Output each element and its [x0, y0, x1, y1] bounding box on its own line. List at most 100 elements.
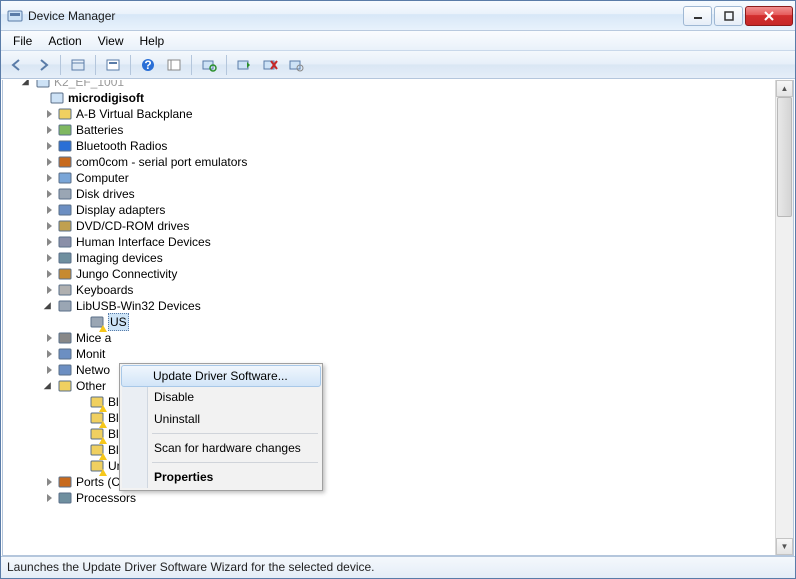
- context-menu-label: Update Driver Software...: [153, 369, 288, 383]
- expand-icon[interactable]: [43, 284, 55, 296]
- tree-category-node[interactable]: Display adapters: [7, 202, 775, 218]
- device-icon: [57, 202, 73, 218]
- tree-root-node[interactable]: microdigisoft: [7, 90, 775, 106]
- tree-node-partial[interactable]: K2_EF_1001: [7, 80, 775, 90]
- expand-icon[interactable]: [43, 268, 55, 280]
- context-menu-separator: [152, 462, 318, 463]
- back-button[interactable]: [5, 54, 29, 76]
- tree-category-node[interactable]: Human Interface Devices: [7, 234, 775, 250]
- menu-view[interactable]: View: [90, 32, 132, 50]
- context-menu-item[interactable]: Scan for hardware changes: [122, 437, 320, 459]
- properties-button[interactable]: [101, 54, 125, 76]
- update-driver-button[interactable]: [232, 54, 256, 76]
- maximize-button[interactable]: [714, 6, 743, 26]
- device-icon: [57, 490, 73, 506]
- device-warning-icon: [89, 442, 105, 458]
- view-button[interactable]: [162, 54, 186, 76]
- tree-category-node[interactable]: Batteries: [7, 122, 775, 138]
- context-menu-separator: [152, 433, 318, 434]
- scroll-down-button[interactable]: ▼: [776, 538, 793, 555]
- tree-category-node[interactable]: Mice a: [7, 330, 775, 346]
- forward-button[interactable]: [31, 54, 55, 76]
- context-menu-label: Uninstall: [154, 412, 200, 426]
- expand-icon[interactable]: [43, 140, 55, 152]
- device-icon: [57, 282, 73, 298]
- device-icon: [57, 106, 73, 122]
- device-icon: [57, 154, 73, 170]
- expand-icon[interactable]: [43, 364, 55, 376]
- device-icon: [57, 122, 73, 138]
- device-icon: [57, 330, 73, 346]
- device-warning-icon: [89, 426, 105, 442]
- context-menu-item[interactable]: Uninstall: [122, 408, 320, 430]
- window-title: Device Manager: [28, 9, 681, 23]
- context-menu-label: Properties: [154, 470, 213, 484]
- context-menu-label: Scan for hardware changes: [154, 441, 301, 455]
- expand-icon[interactable]: [43, 348, 55, 360]
- menu-action[interactable]: Action: [40, 32, 89, 50]
- minimize-button[interactable]: [683, 6, 712, 26]
- tree-category-node[interactable]: Disk drives: [7, 186, 775, 202]
- window-controls: [681, 6, 793, 26]
- device-icon: [49, 90, 65, 106]
- vertical-scrollbar[interactable]: ▲ ▼: [775, 80, 793, 555]
- device-icon: [57, 138, 73, 154]
- context-menu-item[interactable]: Update Driver Software...: [121, 365, 321, 387]
- device-icon: [57, 170, 73, 186]
- device-icon: [57, 234, 73, 250]
- device-icon: [57, 346, 73, 362]
- tree-category-node[interactable]: Processors: [7, 490, 775, 506]
- collapse-icon[interactable]: [43, 380, 55, 392]
- disable-button[interactable]: [284, 54, 308, 76]
- menu-help[interactable]: Help: [132, 32, 173, 50]
- tree-device-node[interactable]: US: [7, 314, 775, 330]
- expand-icon[interactable]: [43, 492, 55, 504]
- tree-category-node[interactable]: Monit: [7, 346, 775, 362]
- tree-category-node[interactable]: DVD/CD-ROM drives: [7, 218, 775, 234]
- tree-node-label: Imaging devices: [76, 250, 163, 266]
- toolbar-separator: [95, 55, 96, 75]
- scroll-up-button[interactable]: ▲: [776, 80, 793, 97]
- tree-node-label: A-B Virtual Backplane: [76, 106, 193, 122]
- tree-category-node[interactable]: Jungo Connectivity: [7, 266, 775, 282]
- menu-bar: File Action View Help: [1, 31, 795, 51]
- help-button[interactable]: ?: [136, 54, 160, 76]
- expand-icon[interactable]: [43, 188, 55, 200]
- tree-category-node[interactable]: Imaging devices: [7, 250, 775, 266]
- expand-icon[interactable]: [43, 332, 55, 344]
- expand-icon[interactable]: [43, 252, 55, 264]
- expand-icon[interactable]: [43, 220, 55, 232]
- svg-text:?: ?: [144, 58, 151, 72]
- app-icon: [7, 8, 23, 24]
- expand-icon[interactable]: [43, 124, 55, 136]
- expand-icon[interactable]: [43, 172, 55, 184]
- tree-category-node[interactable]: A-B Virtual Backplane: [7, 106, 775, 122]
- scroll-thumb[interactable]: [777, 97, 792, 217]
- tree-category-node[interactable]: Bluetooth Radios: [7, 138, 775, 154]
- toolbar-separator: [60, 55, 61, 75]
- tree-node-label: Mice a: [76, 330, 111, 346]
- tree-node-label: Batteries: [76, 122, 123, 138]
- device-icon: [57, 186, 73, 202]
- expand-icon[interactable]: [43, 236, 55, 248]
- tree-node-label: com0com - serial port emulators: [76, 154, 247, 170]
- device-icon: [57, 218, 73, 234]
- collapse-icon[interactable]: [21, 80, 33, 88]
- close-button[interactable]: [745, 6, 793, 26]
- show-hidden-button[interactable]: [66, 54, 90, 76]
- tree-category-node[interactable]: com0com - serial port emulators: [7, 154, 775, 170]
- tree-category-node[interactable]: Computer: [7, 170, 775, 186]
- context-menu-item[interactable]: Properties: [122, 466, 320, 488]
- collapse-icon[interactable]: [43, 300, 55, 312]
- context-menu-item[interactable]: Disable: [122, 386, 320, 408]
- menu-file[interactable]: File: [5, 32, 40, 50]
- expand-icon[interactable]: [43, 476, 55, 488]
- expand-icon[interactable]: [43, 156, 55, 168]
- tree-category-node[interactable]: Keyboards: [7, 282, 775, 298]
- scan-button[interactable]: [197, 54, 221, 76]
- expand-icon[interactable]: [43, 204, 55, 216]
- tree-category-node[interactable]: LibUSB-Win32 Devices: [7, 298, 775, 314]
- expand-icon[interactable]: [43, 108, 55, 120]
- toolbar-separator: [130, 55, 131, 75]
- uninstall-button[interactable]: [258, 54, 282, 76]
